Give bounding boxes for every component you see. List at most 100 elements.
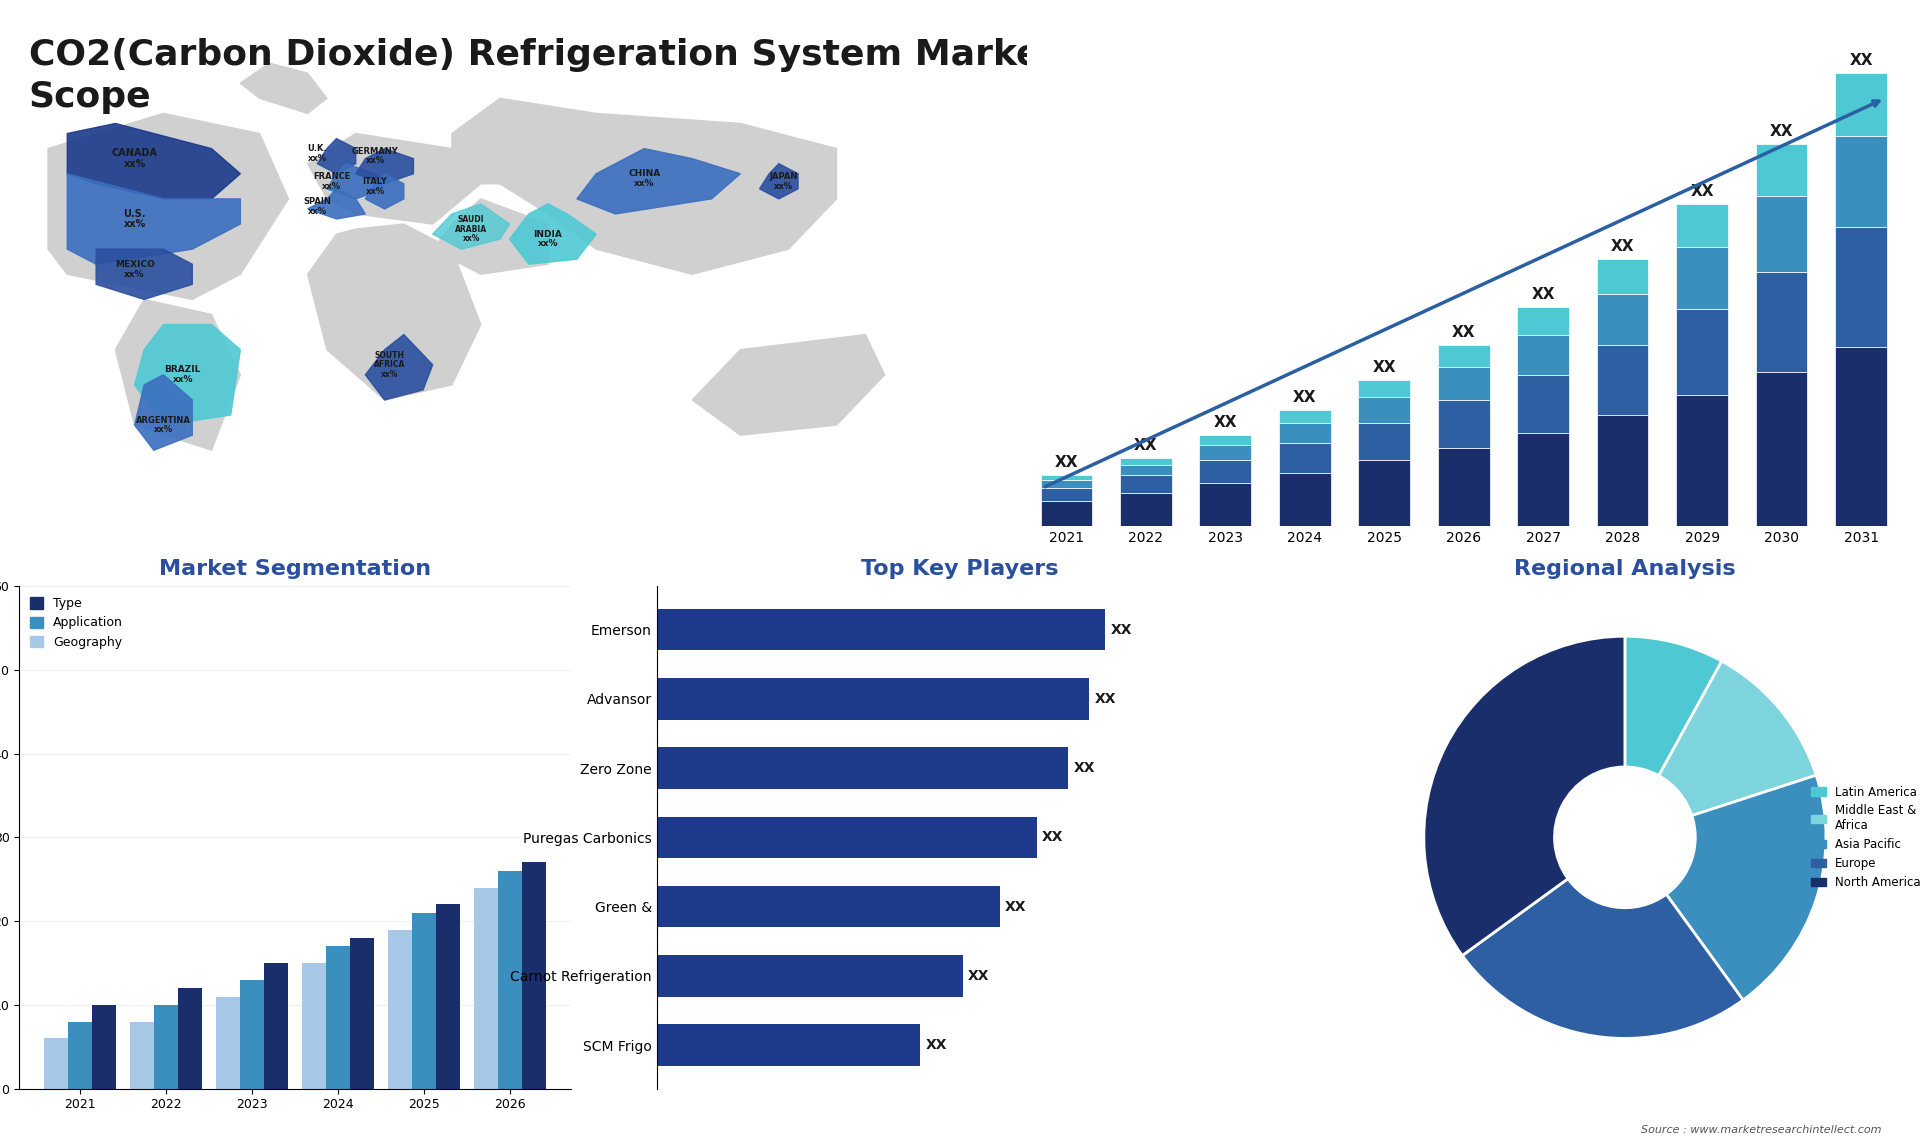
Bar xyxy=(349,937,374,1089)
Bar xyxy=(413,912,436,1089)
Text: XX: XX xyxy=(1110,622,1133,636)
Text: XX: XX xyxy=(1213,415,1236,430)
Bar xyxy=(1119,457,1171,465)
Text: GERMANY
xx%: GERMANY xx% xyxy=(351,147,397,165)
Bar xyxy=(1041,488,1092,501)
Text: MEXICO
xx%: MEXICO xx% xyxy=(115,260,154,278)
Text: FRANCE
xx%: FRANCE xx% xyxy=(313,172,349,190)
Bar xyxy=(1755,196,1807,272)
Bar xyxy=(1755,372,1807,526)
Bar xyxy=(1676,246,1728,309)
Bar xyxy=(1755,272,1807,372)
Bar xyxy=(657,955,962,997)
Text: XX: XX xyxy=(1094,692,1116,706)
Polygon shape xyxy=(432,204,509,249)
Text: SPAIN
xx%: SPAIN xx% xyxy=(303,197,332,215)
Bar xyxy=(1755,143,1807,196)
Bar xyxy=(1279,410,1331,423)
Text: XX: XX xyxy=(1532,286,1555,301)
Polygon shape xyxy=(326,164,384,199)
Wedge shape xyxy=(1425,636,1624,956)
Text: CANADA
xx%: CANADA xx% xyxy=(111,148,157,170)
Bar xyxy=(1597,295,1649,345)
Bar xyxy=(265,963,288,1089)
Polygon shape xyxy=(355,149,413,183)
Text: XX: XX xyxy=(1054,455,1079,470)
Bar xyxy=(1676,204,1728,246)
Bar xyxy=(1119,476,1171,493)
Bar xyxy=(1200,445,1252,461)
Bar xyxy=(1279,423,1331,442)
Polygon shape xyxy=(134,324,240,425)
Bar xyxy=(497,871,522,1089)
Bar xyxy=(1597,259,1649,295)
Bar xyxy=(436,904,461,1089)
Bar xyxy=(1359,379,1409,398)
Bar xyxy=(1836,73,1887,136)
Bar xyxy=(1279,473,1331,526)
Wedge shape xyxy=(1667,775,1826,1000)
Bar xyxy=(44,1038,69,1089)
Bar xyxy=(1279,442,1331,473)
Bar xyxy=(1200,461,1252,482)
Bar xyxy=(1597,345,1649,415)
Polygon shape xyxy=(1688,74,1768,109)
Bar xyxy=(1200,435,1252,445)
Polygon shape xyxy=(307,134,480,223)
Text: ITALY
xx%: ITALY xx% xyxy=(363,176,388,196)
Polygon shape xyxy=(365,174,403,209)
Bar xyxy=(179,988,202,1089)
Text: SAUDI
ARABIA
xx%: SAUDI ARABIA xx% xyxy=(455,214,488,243)
Polygon shape xyxy=(693,335,885,435)
Text: XX: XX xyxy=(1849,53,1872,68)
Legend: Type, Application, Geography: Type, Application, Geography xyxy=(25,592,129,653)
Bar xyxy=(657,817,1037,858)
Bar xyxy=(1359,423,1409,461)
Bar xyxy=(1836,136,1887,227)
Bar xyxy=(388,929,413,1089)
Bar xyxy=(69,1022,92,1089)
Text: XX: XX xyxy=(1135,438,1158,453)
Text: JAPAN
xx%: JAPAN xx% xyxy=(770,172,799,190)
Title: Market Segmentation: Market Segmentation xyxy=(159,559,432,579)
Bar xyxy=(1041,480,1092,488)
Bar xyxy=(657,747,1068,788)
Text: XX: XX xyxy=(1004,900,1027,913)
Bar xyxy=(1359,461,1409,526)
Bar xyxy=(154,1005,179,1089)
Text: SOUTH
AFRICA
xx%: SOUTH AFRICA xx% xyxy=(374,351,405,379)
Bar xyxy=(1517,433,1569,526)
Bar xyxy=(301,963,326,1089)
Bar xyxy=(1438,367,1490,400)
Text: CO2(Carbon Dioxide) Refrigeration System Market Size and
Scope: CO2(Carbon Dioxide) Refrigeration System… xyxy=(29,38,1242,115)
Polygon shape xyxy=(96,249,192,299)
Text: CHINA
xx%: CHINA xx% xyxy=(628,170,660,188)
Polygon shape xyxy=(317,139,355,174)
Text: XX: XX xyxy=(1292,390,1317,405)
Wedge shape xyxy=(1624,636,1722,776)
Bar xyxy=(657,678,1089,720)
Bar xyxy=(131,1022,154,1089)
Wedge shape xyxy=(1659,661,1816,816)
Text: INDIA
xx%: INDIA xx% xyxy=(534,229,563,249)
Polygon shape xyxy=(576,149,741,214)
Legend: Latin America, Middle East &
Africa, Asia Pacific, Europe, North America: Latin America, Middle East & Africa, Asi… xyxy=(1807,780,1920,894)
Bar xyxy=(522,863,545,1089)
Text: XX: XX xyxy=(1611,240,1634,254)
Bar xyxy=(1041,476,1092,480)
Bar xyxy=(92,1005,117,1089)
Bar xyxy=(1119,465,1171,476)
Polygon shape xyxy=(365,335,432,400)
Bar xyxy=(1517,307,1569,335)
Bar xyxy=(657,1025,920,1066)
Polygon shape xyxy=(432,199,547,274)
Bar xyxy=(1438,345,1490,367)
Text: U.S.
xx%: U.S. xx% xyxy=(123,209,146,229)
Text: XX: XX xyxy=(1770,124,1793,139)
Text: XX: XX xyxy=(925,1038,947,1052)
Polygon shape xyxy=(451,99,837,274)
Text: XX: XX xyxy=(1373,360,1396,375)
Bar xyxy=(1836,347,1887,526)
Polygon shape xyxy=(1607,40,1728,109)
Polygon shape xyxy=(307,223,480,400)
